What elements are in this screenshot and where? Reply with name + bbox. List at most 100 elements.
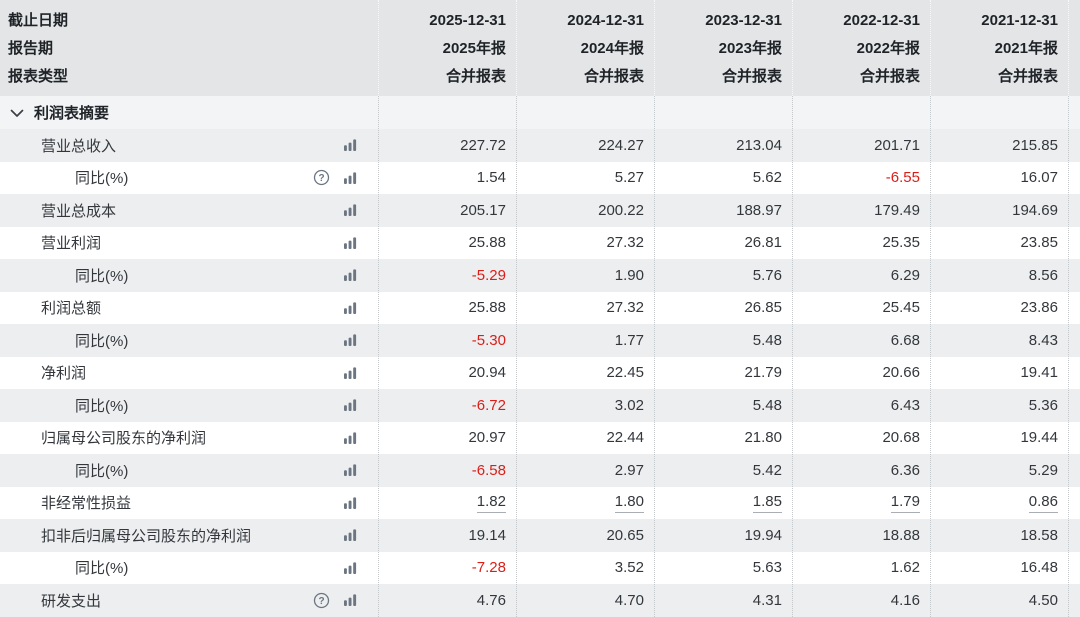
value-cell: -6.72 [378,389,516,422]
row-label: 同比(%) [75,170,129,188]
value-cell: 5.63 [654,552,792,585]
bar-chart-icon[interactable] [343,203,358,217]
value-text: 4.16 [890,591,920,609]
svg-text:?: ? [318,173,324,184]
value-cell: 20.97 [378,422,516,455]
row-label-cell: 同比(%) [0,552,378,585]
cutoff-column-sliver [1068,324,1080,357]
header-report-period: 2025年报 [442,40,506,57]
value-cell: 1.90 [516,259,654,292]
value-cell: 205.17 [378,194,516,227]
table-body: 利润表摘要 营业总收入 227.72 224.27 213.04 201.71 215.… [0,96,1080,617]
value-text: -6.55 [885,169,920,187]
value-text: 20.94 [468,364,506,382]
value-cell: 1.62 [792,552,930,585]
value-text: 205.17 [460,201,506,219]
cutoff-column-sliver [1068,161,1080,194]
row-label: 利润总额 [41,300,102,318]
help-circle-icon[interactable]: ? [313,592,330,609]
bar-chart-icon[interactable] [343,268,358,282]
cutoff-column-sliver [1068,291,1080,324]
header-label-report-period: 报告期 [8,40,54,57]
header-report-period: 2023年报 [718,40,782,57]
value-text: 224.27 [598,136,644,154]
value-text: 3.52 [614,559,644,577]
bar-chart-icon[interactable] [343,138,358,152]
bar-chart-icon[interactable] [343,301,358,315]
value-text: 188.97 [736,201,782,219]
bar-chart-icon[interactable] [343,398,358,412]
value-cell: 27.32 [516,292,654,325]
value-cell: 8.56 [930,259,1068,292]
value-with-tooltip[interactable]: 1.80 [614,493,644,513]
bar-chart-icon[interactable] [343,463,358,477]
header-cutoff-column-sliver [1068,0,1080,96]
value-text: 20.68 [882,429,920,447]
row-label-cell: 营业利润 [0,227,378,260]
value-cell: 6.36 [792,454,930,487]
table-row: 同比(%) -5.29 1.90 5.76 6.29 8.56 [0,259,1080,292]
header-column-2025-12-31: 2025-12-31 2025年报 合并报表 [378,0,516,96]
bar-chart-icon[interactable] [343,431,358,445]
bar-chart-icon[interactable] [343,333,358,347]
help-circle-icon[interactable]: ? [313,169,330,186]
value-cell: 0.86 [930,487,1068,520]
bar-chart-icon[interactable] [343,236,358,250]
bar-chart-icon[interactable] [343,171,358,185]
header-column-2022-12-31: 2022-12-31 2022年报 合并报表 [792,0,930,96]
header-report-period: 2021年报 [994,40,1058,57]
value-text: -6.58 [471,461,506,479]
row-label: 营业总成本 [41,202,117,220]
row-icons [343,561,362,575]
value-text: 19.44 [1020,429,1058,447]
value-text: 2.97 [614,461,644,479]
header-report-type: 合并报表 [583,68,644,85]
header-report-type: 合并报表 [721,68,782,85]
value-text: 16.48 [1020,559,1058,577]
row-label: 扣非后归属母公司股东的净利润 [41,527,252,545]
value-cell: 20.94 [378,357,516,390]
row-label-cell: 利润总额 [0,292,378,325]
value-cell: 5.62 [654,162,792,195]
value-text: 20.65 [606,526,644,544]
table-row: 营业总收入 227.72 224.27 213.04 201.71 215.85 [0,129,1080,162]
bar-chart-icon[interactable] [343,561,358,575]
value-cell: 25.35 [792,227,930,260]
value-text: 1.62 [890,559,920,577]
bar-chart-icon[interactable] [343,593,358,607]
cutoff-column-sliver [1068,259,1080,292]
value-cell: 19.44 [930,422,1068,455]
value-text: 26.81 [744,234,782,252]
bar-chart-icon[interactable] [343,366,358,380]
table-row: 归属母公司股东的净利润 20.97 22.44 21.80 20.68 19.44 [0,421,1080,455]
value-cell: 224.27 [516,129,654,162]
value-with-tooltip[interactable]: 1.85 [752,493,782,513]
value-text: 23.86 [1020,299,1058,317]
value-text: 22.45 [606,364,644,382]
value-with-tooltip[interactable]: 1.79 [890,493,920,513]
value-with-tooltip[interactable]: 0.86 [1028,493,1058,513]
value-text: 6.68 [890,331,920,349]
row-label: 归属母公司股东的净利润 [41,430,207,448]
value-cell: 5.27 [516,162,654,195]
row-label: 非经常性损益 [41,495,132,513]
value-text: 213.04 [736,136,782,154]
value-with-tooltip[interactable]: 1.82 [476,493,506,513]
header-report-period: 2022年报 [856,40,920,57]
value-cell: 5.48 [654,389,792,422]
value-cell: 201.71 [792,129,930,162]
bar-chart-icon[interactable] [343,528,358,542]
bar-chart-icon[interactable] [343,496,358,510]
header-report-type: 合并报表 [997,68,1058,85]
value-text: 194.69 [1012,201,1058,219]
row-icons: ? [313,169,362,186]
value-text: -5.30 [471,331,506,349]
value-cell: 4.76 [378,584,516,617]
value-text: 19.41 [1020,364,1058,382]
value-cell: 4.50 [930,584,1068,617]
table-row: 研发支出 ? 4.76 4.70 4.31 4.16 4.50 [0,584,1080,617]
section-header-income-statement[interactable]: 利润表摘要 [0,96,1080,129]
value-text: 26.85 [744,299,782,317]
value-cell: 21.79 [654,357,792,390]
header-end-date: 2024-12-31 [567,12,644,29]
